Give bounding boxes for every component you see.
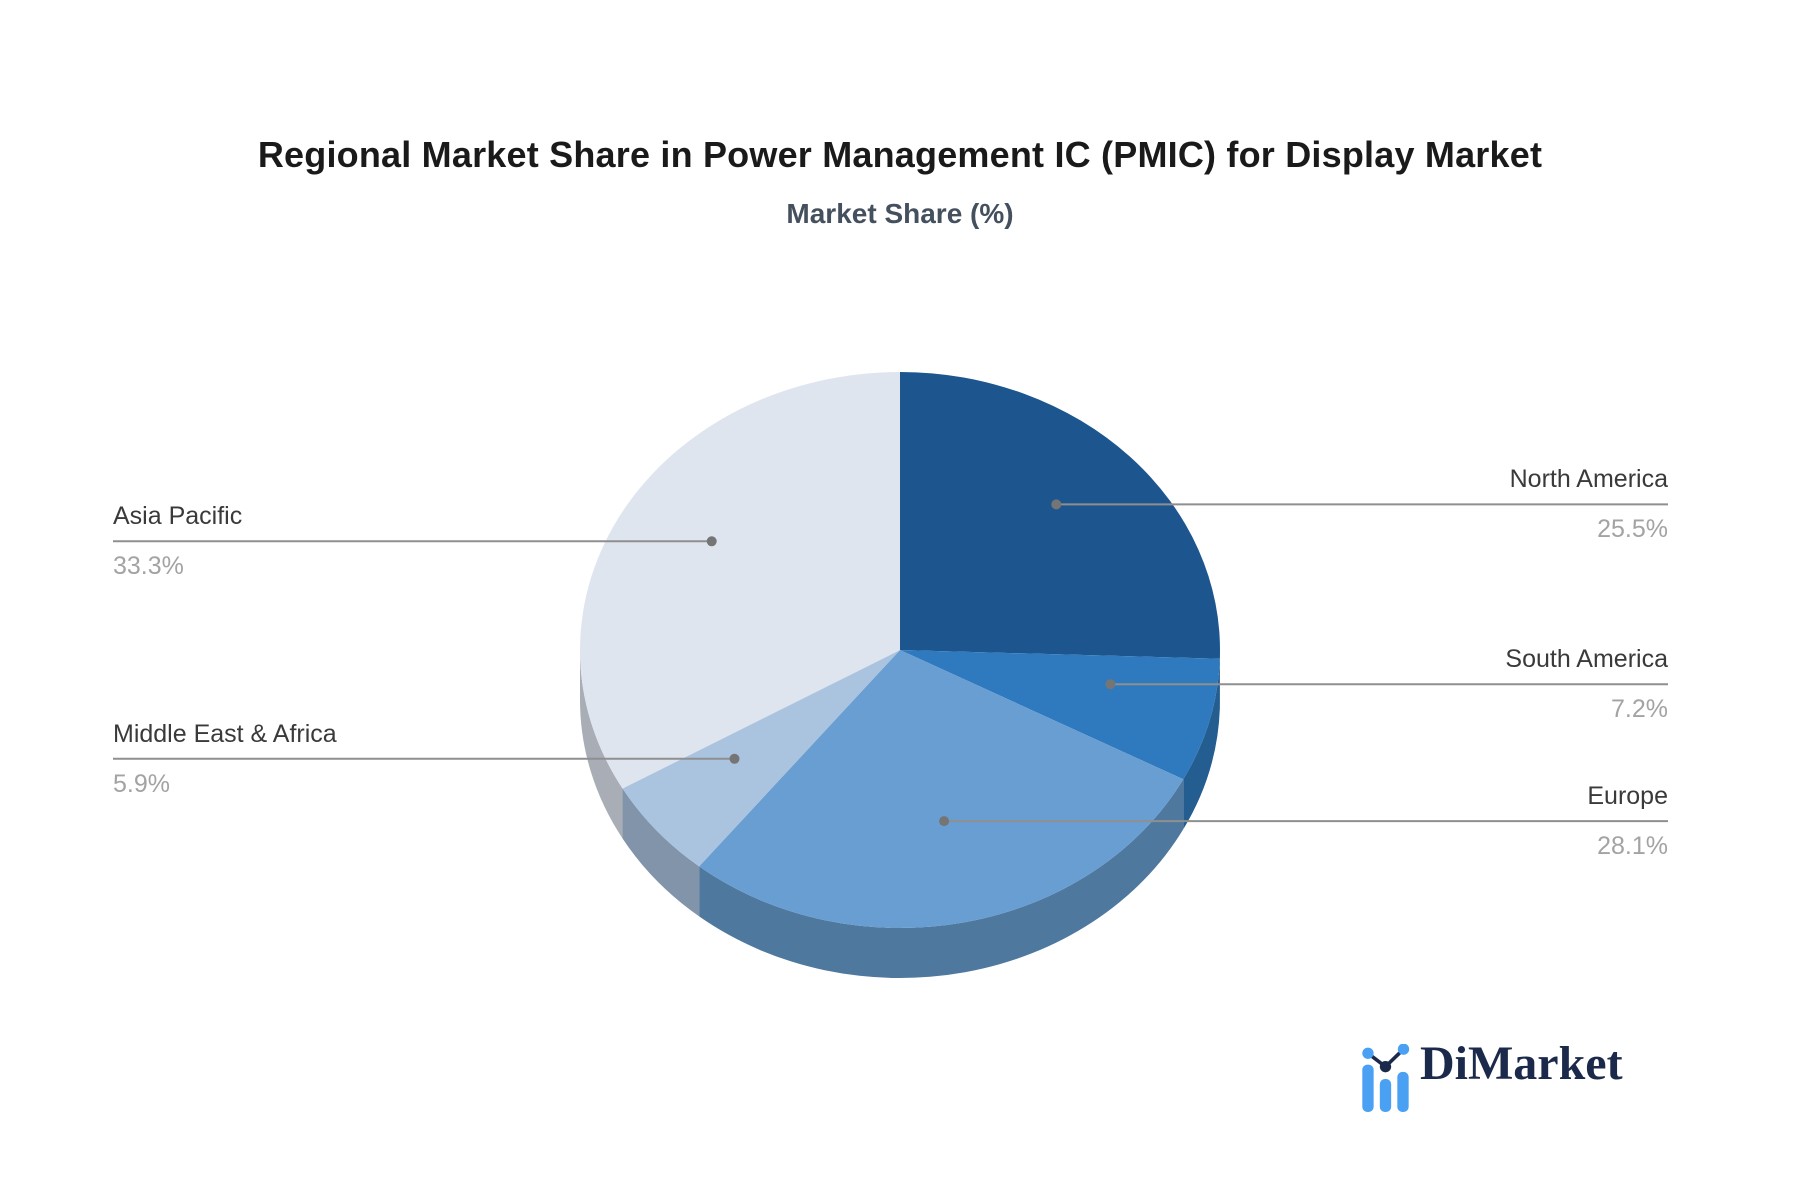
slice-label-middle-east-africa: Middle East & Africa <box>113 719 337 748</box>
slice-value-north-america: 25.5% <box>1597 515 1668 544</box>
pie-slice-side-middle-east-africa <box>622 788 700 917</box>
pie-slice-asia-pacific[interactable] <box>579 372 900 789</box>
slice-label-south-america: South America <box>1505 645 1668 674</box>
leader-dot-north-america <box>1051 499 1062 510</box>
pie-slice-side-asia-pacific <box>580 650 623 839</box>
chart-title: Regional Market Share in Power Managemen… <box>257 134 1543 175</box>
slice-value-europe: 28.1% <box>1597 832 1668 861</box>
pie-slice-north-america[interactable] <box>900 372 1220 659</box>
slice-label-asia-pacific: Asia Pacific <box>113 502 243 531</box>
pie-chart <box>579 372 1220 978</box>
pie-slice-europe[interactable] <box>699 650 1184 928</box>
chart-subtitle: Market Share (%) <box>786 198 1014 229</box>
logo-bar-line-chart-icon <box>1362 1044 1410 1112</box>
leader-dot-asia-pacific <box>706 536 717 547</box>
slice-value-middle-east-africa: 5.9% <box>113 769 170 798</box>
logo-text: DiMarket <box>1420 1037 1623 1090</box>
leader-dot-south-america <box>1105 679 1116 690</box>
leader-dot-middle-east-africa <box>729 753 740 764</box>
pie-slice-side-south-america <box>1183 658 1220 830</box>
slice-value-south-america: 7.2% <box>1611 695 1668 724</box>
pie-slice-south-america[interactable] <box>900 650 1220 780</box>
pie-slice-middle-east-africa[interactable] <box>622 650 900 867</box>
leader-dot-europe <box>939 816 950 827</box>
slice-label-north-america: North America <box>1509 465 1668 494</box>
pie-slice-side-europe <box>699 779 1184 978</box>
slice-label-europe: Europe <box>1587 782 1668 811</box>
slice-value-asia-pacific: 33.3% <box>113 552 184 581</box>
leader-lines <box>113 499 1668 827</box>
